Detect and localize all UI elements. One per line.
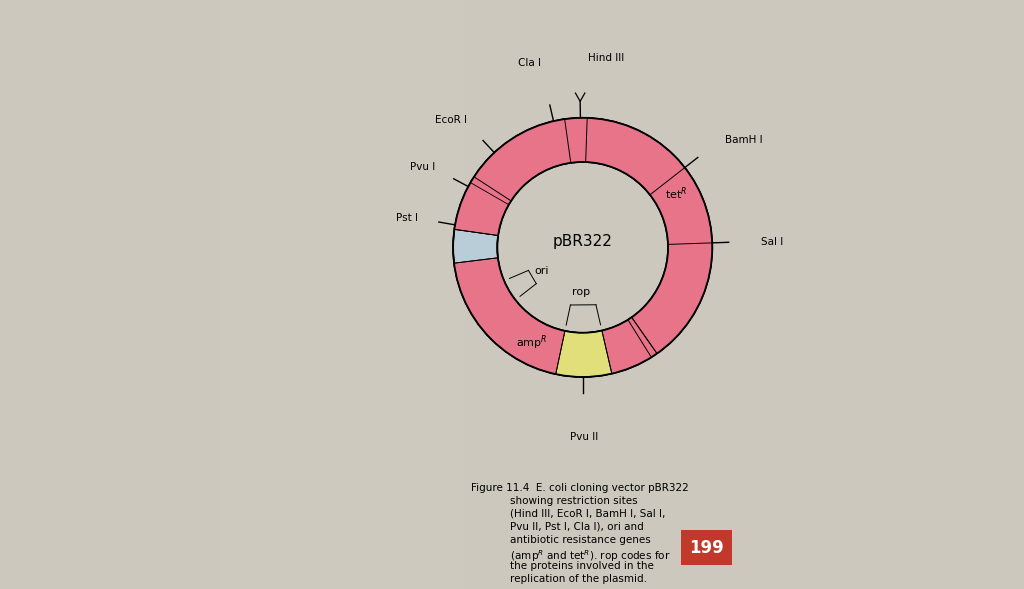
Wedge shape xyxy=(455,183,509,236)
Text: Cla I: Cla I xyxy=(517,58,541,68)
Text: Pst I: Pst I xyxy=(396,213,419,223)
Wedge shape xyxy=(455,118,713,358)
Text: EcoR I: EcoR I xyxy=(435,115,467,125)
Text: Pvu II, Pst I, Cla I), ori and: Pvu II, Pst I, Cla I), ori and xyxy=(471,522,643,532)
Text: Pvu I: Pvu I xyxy=(410,161,435,171)
Text: 199: 199 xyxy=(689,539,724,557)
Text: Figure 11.4  E. coli cloning vector pBR322: Figure 11.4 E. coli cloning vector pBR32… xyxy=(471,483,688,493)
Text: Hind III: Hind III xyxy=(589,53,625,63)
Text: the proteins involved in the: the proteins involved in the xyxy=(471,561,653,571)
Text: Pvu II: Pvu II xyxy=(570,432,599,442)
Text: ori: ori xyxy=(535,266,549,276)
Text: Sal I: Sal I xyxy=(761,237,783,247)
Text: (Hind III, EcoR I, BamH I, Sal I,: (Hind III, EcoR I, BamH I, Sal I, xyxy=(471,509,666,519)
Text: pBR322: pBR322 xyxy=(553,234,612,249)
Text: antibiotic resistance genes: antibiotic resistance genes xyxy=(471,535,650,545)
Wedge shape xyxy=(453,118,713,377)
Text: tet$^R$: tet$^R$ xyxy=(665,186,687,202)
Text: BamH I: BamH I xyxy=(725,135,762,145)
Wedge shape xyxy=(556,330,611,377)
Text: amp$^R$: amp$^R$ xyxy=(516,333,548,352)
Text: showing restriction sites: showing restriction sites xyxy=(471,496,637,506)
Text: rop: rop xyxy=(572,287,590,297)
Wedge shape xyxy=(454,258,657,377)
Text: (amp$^R$ and tet$^R$). rop codes for: (amp$^R$ and tet$^R$). rop codes for xyxy=(471,548,671,564)
Text: replication of the plasmid.: replication of the plasmid. xyxy=(471,574,647,584)
Bar xyxy=(217,0,465,589)
